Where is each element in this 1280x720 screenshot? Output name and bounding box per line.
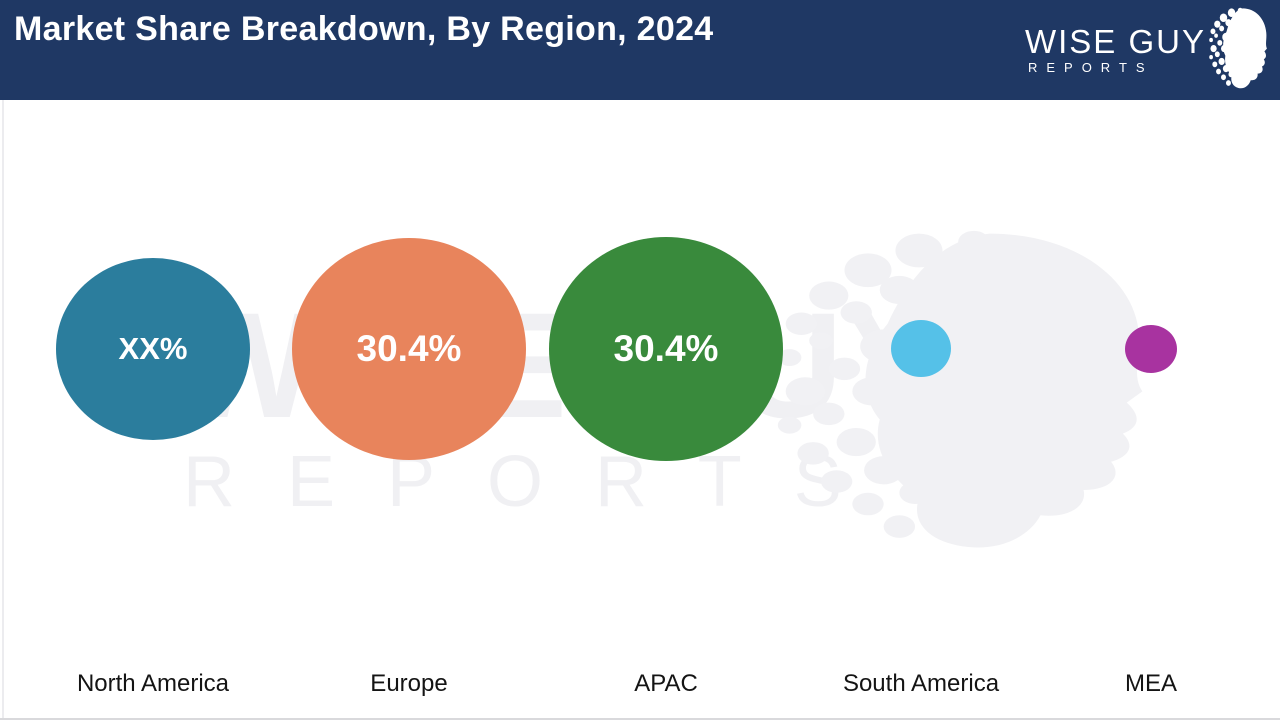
logo-subtext: REPORTS [1027, 60, 1154, 76]
label-apac: APAC [634, 670, 698, 697]
label-europe: Europe [370, 670, 448, 697]
logo-text: WISE GUY REPORTS [1024, 22, 1206, 76]
label-mea: MEA [1124, 670, 1178, 697]
bubble-south-america [891, 320, 951, 377]
header-bar: Market Share Breakdown, By Region, 2024 … [0, 0, 1280, 100]
label-north-america: North America [76, 670, 230, 697]
label-south-america: South America [842, 670, 1000, 697]
logo-wordmark: WISE GUY [1024, 22, 1206, 60]
watermark-subtext: REPORTS [183, 442, 894, 522]
bubble-value-europe: 30.4% [356, 328, 462, 369]
bottom-edge-line [0, 718, 1280, 720]
watermark-dotted-head-profile-icon [777, 230, 1143, 548]
bubble-mea [1125, 325, 1177, 373]
bubble-value-apac: 30.4% [613, 328, 719, 369]
bubble-europe: 30.4% [292, 238, 526, 460]
wise-guy-logo: WISE GUY REPORTS [1025, 6, 1270, 94]
bubble-north-america: XX% [56, 258, 250, 440]
bubble-value-north-america: XX% [118, 331, 188, 366]
dotted-head-profile-icon [1209, 7, 1267, 89]
page-title: Market Share Breakdown, By Region, 2024 [14, 10, 714, 48]
chart-area: WISE GUY REPORTS XX% 30.4% 30.4% North A… [0, 100, 1280, 720]
left-edge-line [2, 100, 4, 720]
bubble-apac: 30.4% [549, 237, 783, 461]
